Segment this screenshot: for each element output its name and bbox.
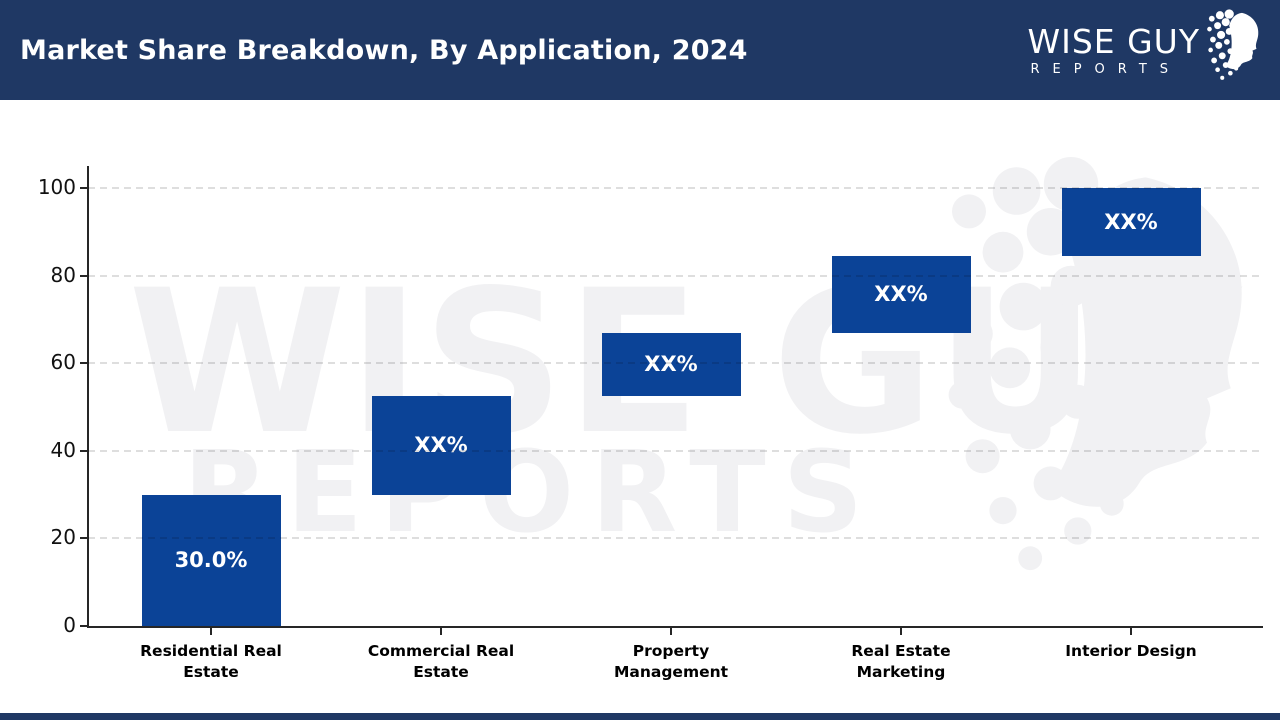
y-tick-label-20: 20 — [50, 525, 76, 550]
category-label: Commercial Real Estate — [367, 642, 515, 681]
logo-wordmark: WISE GUY — [1027, 21, 1200, 61]
y-axis-line — [87, 166, 89, 628]
y-tick-mark-0 — [80, 625, 88, 627]
logo-face-icon — [1207, 9, 1259, 80]
logo-subtitle: REPORTS — [1030, 61, 1182, 77]
y-tick-mark-60 — [80, 362, 88, 365]
bar-value-label: XX% — [1104, 209, 1158, 234]
bar-segment: 30.0% — [141, 494, 281, 626]
gridline-100 — [88, 187, 1262, 189]
x-tick-mark — [210, 628, 212, 635]
y-tick-label-60: 60 — [50, 350, 76, 375]
gridline-20 — [88, 537, 1262, 540]
gridline-60 — [88, 362, 1262, 365]
gridline-80 — [88, 274, 1262, 277]
x-axis-line — [87, 626, 1263, 628]
bar-value-label: 30.0% — [174, 548, 248, 573]
logo-text: WISE GUY REPORTS — [1027, 25, 1200, 76]
x-tick-mark — [440, 628, 442, 635]
bar-value-label: XX% — [644, 352, 698, 377]
y-tick-label-40: 40 — [50, 437, 76, 462]
footer-bar — [0, 713, 1280, 720]
bar-segment: XX% — [601, 332, 741, 397]
category-label: Property Management — [613, 642, 729, 681]
y-tick-mark-80 — [80, 274, 88, 277]
y-tick-label-0: 0 — [63, 613, 76, 637]
category-label: Residential Real Estate — [140, 642, 282, 681]
x-tick-mark — [1130, 628, 1132, 635]
bar-value-label: XX% — [874, 282, 928, 307]
chart-title: Market Share Breakdown, By Application, … — [20, 34, 748, 66]
y-tick-label-100: 100 — [37, 175, 76, 199]
header: Market Share Breakdown, By Application, … — [0, 0, 1280, 100]
watermark-subtitle: REPORTS — [183, 428, 881, 558]
y-tick-mark-20 — [80, 537, 88, 540]
y-tick-mark-40 — [80, 449, 88, 452]
bar-value-label: XX% — [414, 433, 468, 458]
y-tick-label-80: 80 — [50, 262, 76, 287]
x-tick-mark — [900, 628, 902, 635]
category-label: Real Estate Marketing — [851, 642, 951, 681]
bar-segment: XX% — [1061, 188, 1201, 256]
x-tick-mark — [670, 628, 672, 635]
bar-segment: XX% — [831, 255, 971, 333]
wise-guy-logo: WISE GUY REPORTS — [1027, 9, 1264, 91]
y-tick-mark-100 — [80, 187, 88, 189]
bar-segment: XX% — [371, 396, 511, 495]
gridline-40 — [88, 449, 1262, 452]
category-label: Interior Design — [1065, 642, 1197, 660]
